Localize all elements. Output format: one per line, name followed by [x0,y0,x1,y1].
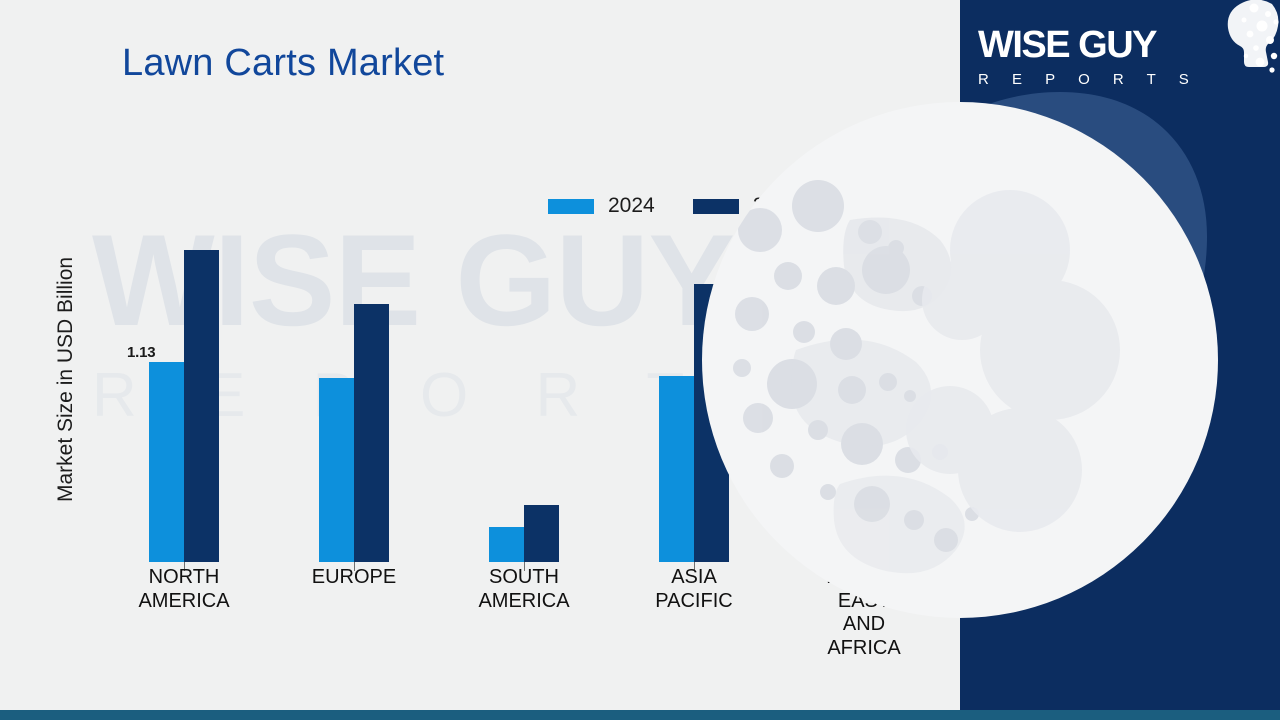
x-axis-label: ASIA PACIFIC [655,566,733,612]
bar-2032-south-america[interactable] [524,505,559,562]
bar-2032-north-america[interactable] [184,250,219,562]
brand-logo: WISE GUY R E P O R T S [978,26,1228,106]
x-axis-label: NORTH AMERICA [138,566,230,612]
legend-swatch-2024 [548,198,594,214]
logo-dots-icon [1227,0,1279,73]
bar-2024-europe[interactable] [319,378,354,562]
brain-circle-graphic [702,102,1218,618]
bar-group [489,180,559,562]
legend-label-2024: 2024 [608,194,655,217]
y-axis-title: Market Size in USD Billion [54,256,77,502]
legend-swatch-2032 [692,198,739,214]
bottom-accent-bar [0,710,1280,720]
bar-group [149,180,219,562]
bar-2024-south-america[interactable] [489,527,524,562]
x-axis-tick [354,562,355,571]
bar-2032-europe[interactable] [354,304,389,562]
bar-2024-asia-pacific[interactable] [659,376,694,562]
bar-group [319,180,389,562]
bar-value-label: 1.13 [127,344,156,361]
bar-2024-north-america[interactable] [149,362,184,562]
x-axis-tick [694,562,695,571]
brand-name-top: WISE GUY [978,24,1158,66]
page-title: Lawn Carts Market [122,42,445,84]
brand-name-bottom: R E P O R T S [978,71,1199,88]
x-axis-label: EUROPE [311,566,397,588]
x-axis-tick [524,562,525,571]
x-axis-tick [184,562,185,571]
legend-item-2024[interactable]: 2024 [548,194,655,218]
x-axis-label: SOUTH AMERICA [478,566,570,612]
